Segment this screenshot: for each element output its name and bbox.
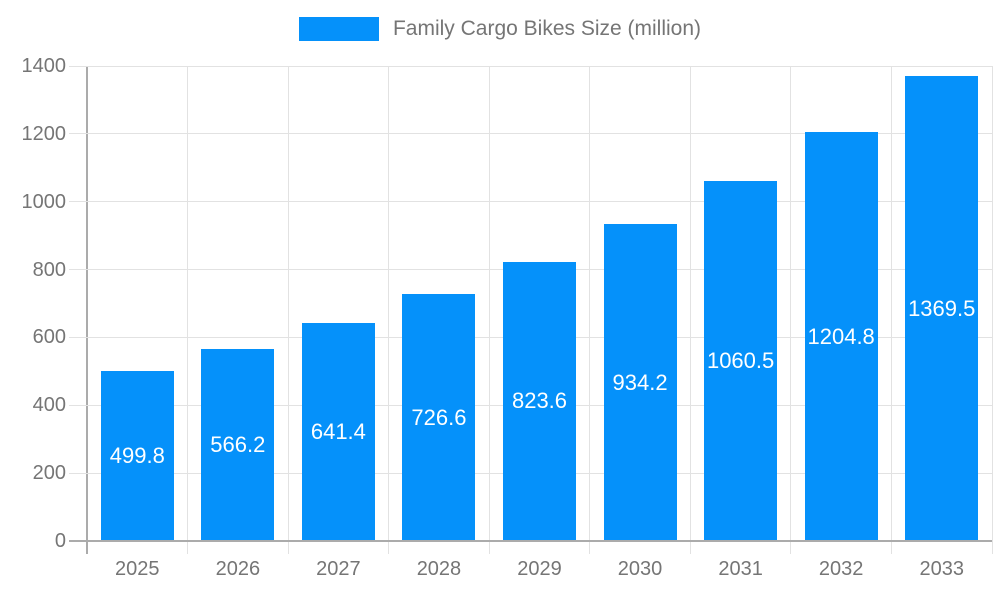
- x-gridline: [388, 66, 390, 554]
- bar[interactable]: [704, 181, 778, 541]
- bar-value-label: 1060.5: [706, 348, 775, 374]
- y-gridline: [69, 201, 992, 203]
- x-gridline: [488, 66, 490, 554]
- legend[interactable]: Family Cargo Bikes Size (million): [0, 16, 1000, 42]
- x-axis-tick-label: 2025: [115, 558, 160, 580]
- x-axis-tick-label: 2026: [215, 558, 261, 580]
- bar-value-label: 1369.5: [908, 295, 976, 321]
- y-axis-line: [86, 66, 88, 554]
- x-gridline: [790, 66, 792, 554]
- y-axis-tick-label: 0: [54, 530, 66, 552]
- y-gridline: [69, 133, 992, 135]
- x-gridline: [991, 66, 993, 554]
- x-gridline: [890, 66, 892, 554]
- bar-value-label: 641.4: [310, 419, 366, 445]
- bar[interactable]: [100, 371, 174, 541]
- x-axis-tick-label: 2032: [818, 558, 864, 580]
- x-gridline: [589, 66, 591, 554]
- bar[interactable]: [301, 323, 375, 541]
- bar-value-label: 934.2: [612, 369, 668, 395]
- bar[interactable]: [804, 132, 878, 541]
- y-axis-tick-label: 400: [32, 394, 66, 417]
- bar-value-label: 823.6: [511, 388, 568, 414]
- bar[interactable]: [603, 224, 677, 541]
- x-axis-tick-label: 2029: [517, 558, 562, 580]
- x-axis-tick-label: 2030: [617, 558, 663, 580]
- plot-area: 499.8 566.2 641.4 726.6 823.6 934.2 1060.5 1204…: [69, 65, 993, 554]
- x-axis-line: [69, 540, 992, 542]
- bar-value-label: 1204.8: [807, 323, 875, 349]
- bar-value-label: 499.8: [109, 443, 165, 469]
- y-axis-tick-label: 1400: [21, 55, 67, 77]
- bar-value-label: 726.6: [411, 404, 467, 430]
- y-axis-tick-label: 200: [32, 462, 66, 485]
- x-gridline: [287, 66, 289, 554]
- x-axis-tick-label: 2033: [919, 558, 964, 580]
- y-gridline: [69, 65, 992, 67]
- bar-value-label: 566.2: [210, 431, 266, 457]
- legend-label: Family Cargo Bikes Size (million): [392, 17, 702, 40]
- legend-swatch: [298, 17, 379, 41]
- x-axis-tick-label: 2027: [316, 558, 361, 580]
- x-axis-tick-label: 2031: [718, 558, 763, 580]
- x-gridline: [187, 66, 189, 554]
- bar[interactable]: [905, 76, 979, 541]
- y-axis-tick-label: 600: [32, 326, 66, 349]
- y-axis-tick-label: 800: [32, 258, 66, 281]
- x-gridline: [689, 66, 691, 554]
- bar[interactable]: [503, 261, 576, 541]
- bar[interactable]: [201, 348, 275, 541]
- y-axis-tick-label: 1000: [21, 190, 67, 213]
- x-axis-tick-label: 2028: [416, 558, 462, 580]
- bar[interactable]: [402, 294, 476, 541]
- y-axis-tick-label: 1200: [21, 122, 67, 145]
